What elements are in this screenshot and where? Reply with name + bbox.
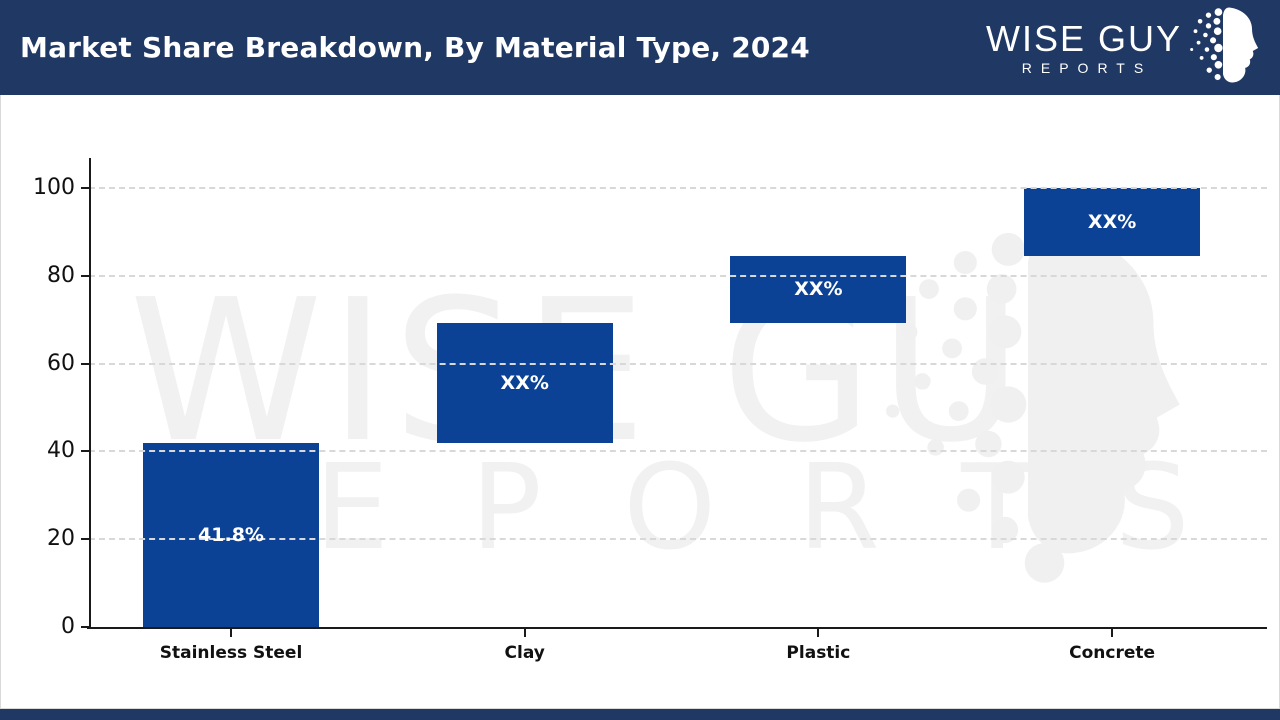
x-tick-mark [230, 629, 232, 637]
page-title: Market Share Breakdown, By Material Type… [20, 31, 810, 64]
y-tick-label-100: 100 [33, 175, 75, 200]
bar-value-label: XX% [500, 372, 549, 395]
gridline-100 [89, 187, 1267, 189]
bar-concrete [1024, 188, 1201, 257]
y-tick-label-80: 80 [47, 262, 75, 288]
x-tick-label-concrete: Concrete [1069, 643, 1156, 663]
gridline-60 [89, 362, 1267, 365]
watermark-reports-text: R E P O R T S [151, 438, 1212, 576]
y-tick-label-40: 40 [47, 438, 75, 464]
y-tick-mark [81, 626, 89, 628]
watermark-head-icon [886, 229, 1180, 583]
y-tick-mark [81, 274, 89, 277]
x-tick-label-clay: Clay [504, 643, 545, 663]
bar-value-label: XX% [1087, 211, 1137, 234]
y-tick-label-20: 20 [47, 526, 75, 552]
y-tick-mark [81, 450, 89, 453]
wiseguy-head-icon [1190, 7, 1259, 82]
y-tick-mark [81, 362, 89, 365]
x-tick-label-stainless-steel: Stainless Steel [159, 643, 303, 663]
gridline-20 [89, 538, 1267, 541]
logo-wordmark: WISE GUY [985, 17, 1182, 59]
x-axis-line [87, 627, 1267, 629]
x-tick-mark [1111, 629, 1114, 637]
bar-value-label: XX% [794, 278, 843, 301]
chart-area: WISE GUY R E P O R T S 41.8% Stainless St… [0, 95, 1280, 709]
gridline-40 [89, 450, 1267, 453]
bar-value-label: 41.8% [198, 524, 264, 547]
y-tick-mark [81, 538, 89, 541]
bar-plastic [730, 256, 907, 323]
bar-clay [436, 322, 613, 444]
footer-bar [0, 709, 1280, 720]
y-tick-label-0: 0 [61, 614, 75, 639]
gridline-80 [89, 274, 1267, 277]
logo-subtitle: REPORTS [1021, 59, 1153, 76]
y-tick-mark [81, 187, 89, 189]
x-tick-mark [817, 629, 820, 637]
y-tick-label-60: 60 [47, 350, 75, 376]
bar-stainless-steel [143, 443, 319, 627]
x-tick-label-plastic: Plastic [786, 643, 851, 663]
x-tick-mark [523, 629, 526, 637]
wiseguy-logo: WISE GUY REPORTS [986, 6, 1262, 90]
header-bar: Market Share Breakdown, By Material Type… [0, 0, 1280, 95]
y-axis-line [89, 158, 91, 629]
